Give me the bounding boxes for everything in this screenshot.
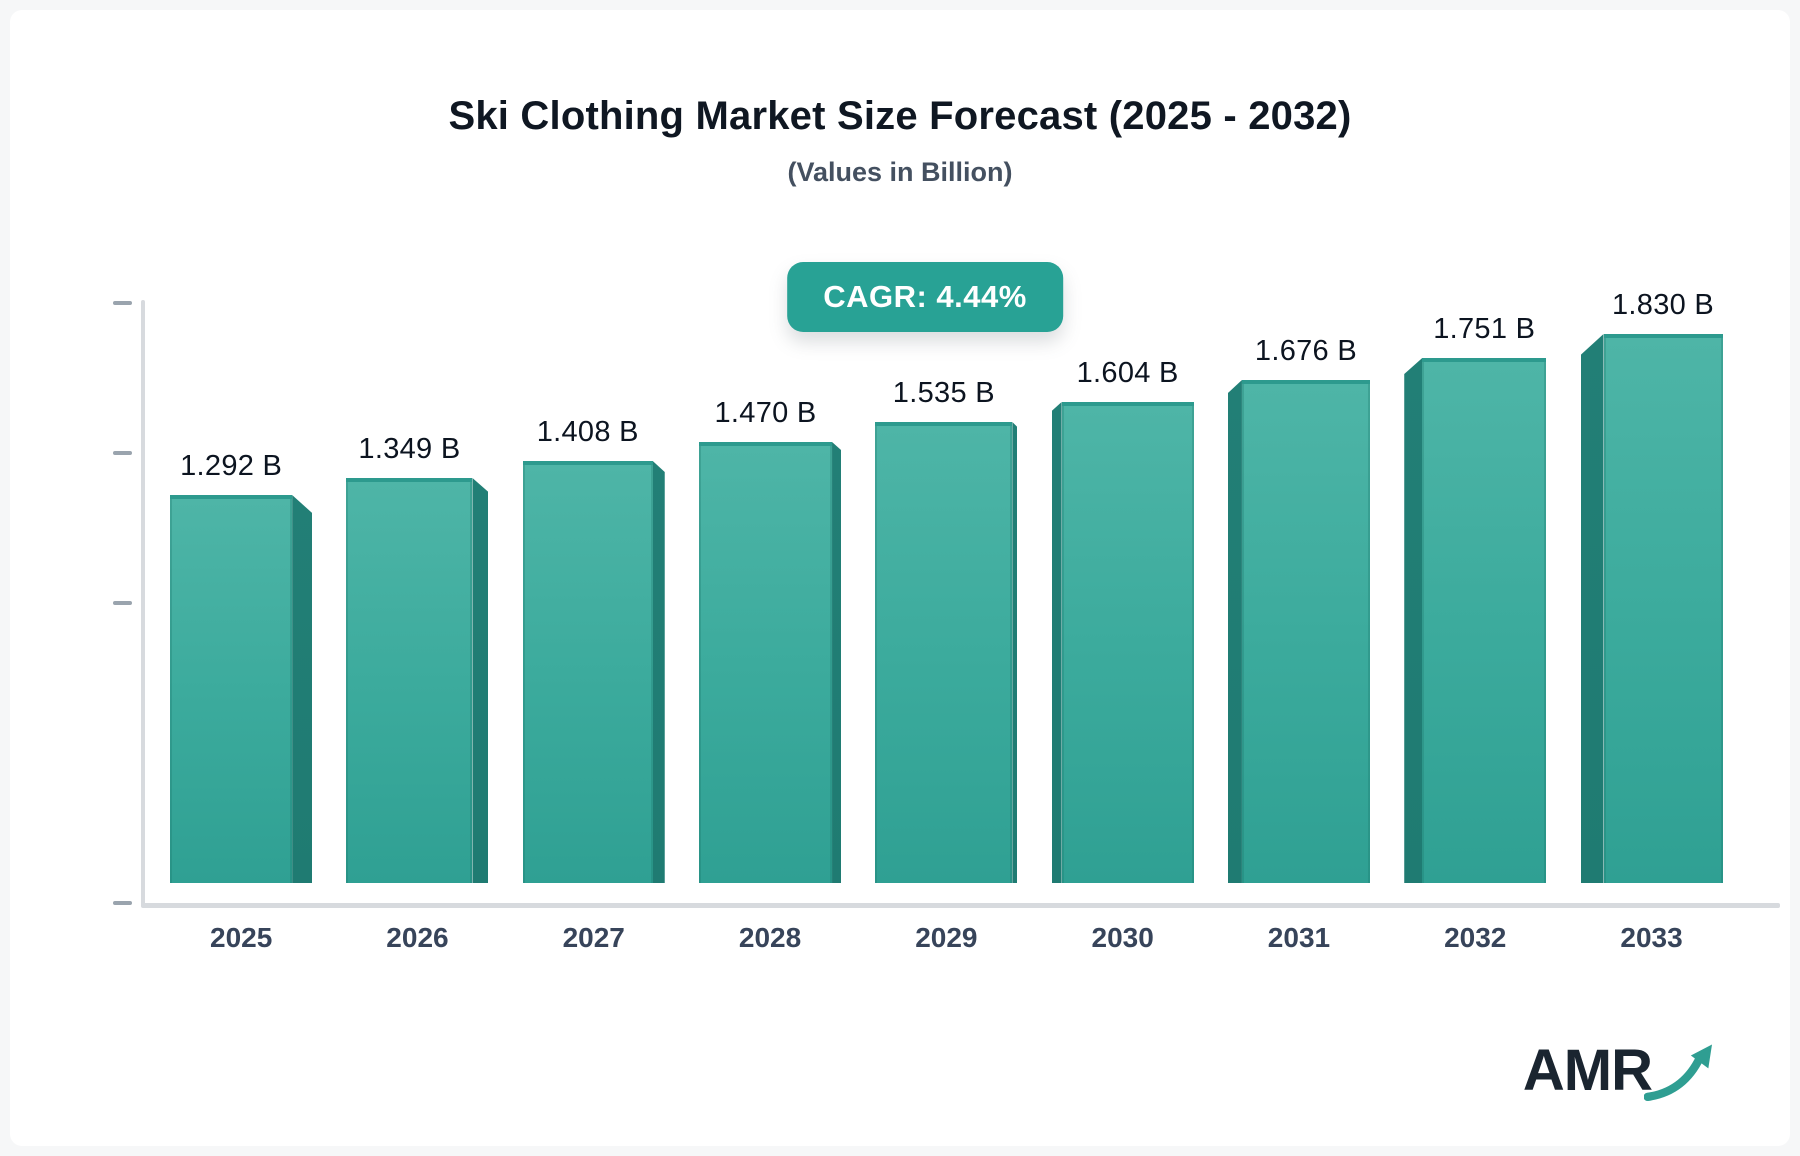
bar-2025 bbox=[170, 495, 313, 883]
bar-2031 bbox=[1227, 380, 1370, 883]
y-tick-mark bbox=[113, 901, 132, 905]
bar-side-face bbox=[1051, 402, 1062, 883]
bar-2029 bbox=[875, 422, 1018, 883]
x-axis-label-2031: 2031 bbox=[1267, 922, 1331, 953]
bar-side-face bbox=[1227, 380, 1242, 883]
bar-value-label-2031: 1.676 B bbox=[1254, 335, 1357, 367]
x-axis-label-2029: 2029 bbox=[915, 922, 978, 953]
bar-face bbox=[1422, 358, 1547, 883]
bar-value-label-2029: 1.535 B bbox=[892, 377, 995, 409]
bar-2030 bbox=[1051, 402, 1194, 883]
bar-2026 bbox=[346, 478, 489, 883]
bar-face bbox=[1061, 402, 1194, 883]
bar-side-face bbox=[1404, 358, 1423, 883]
x-axis-label-2028: 2028 bbox=[738, 922, 802, 953]
x-axis-label-2027: 2027 bbox=[562, 922, 625, 953]
chart-subtitle: (Values in Billion) bbox=[787, 157, 1013, 187]
bar-side-face bbox=[1012, 422, 1018, 883]
amr-logo: AMR bbox=[1523, 1036, 1712, 1104]
x-axis-label-2025: 2025 bbox=[210, 922, 273, 953]
bar-2032 bbox=[1404, 358, 1547, 883]
y-axis-line bbox=[141, 300, 145, 907]
bar-side-face bbox=[1580, 334, 1604, 883]
bar-side-face bbox=[832, 442, 842, 883]
amr-logo-text: AMR bbox=[1522, 1037, 1653, 1103]
bar-face bbox=[1603, 334, 1723, 883]
y-tick-mark bbox=[113, 601, 132, 605]
chart-card: Ski Clothing Market Size Forecast (2025 … bbox=[10, 10, 1790, 1146]
x-axis-label-2030: 2030 bbox=[1091, 922, 1154, 953]
bar-face bbox=[1241, 380, 1370, 883]
bar-side-face bbox=[472, 478, 489, 883]
bar-value-label-2025: 1.292 B bbox=[180, 450, 283, 482]
chart-title: Ski Clothing Market Size Forecast (2025 … bbox=[448, 94, 1352, 138]
bar-value-label-2027: 1.408 B bbox=[536, 416, 639, 448]
bar-face bbox=[170, 495, 293, 883]
x-axis-line bbox=[141, 903, 1780, 908]
cagr-badge-label: CAGR: 4.44% bbox=[823, 279, 1027, 314]
bar-value-label-2030: 1.604 B bbox=[1076, 357, 1179, 389]
cagr-badge: CAGR: 4.44% bbox=[787, 262, 1063, 332]
chart-header: Ski Clothing Market Size Forecast (2025 … bbox=[10, 10, 1790, 188]
bar-face bbox=[346, 478, 473, 883]
bar-side-face bbox=[292, 495, 313, 883]
y-tick-mark bbox=[113, 451, 132, 455]
bar-value-label-2033: 1.830 B bbox=[1612, 289, 1715, 321]
y-tick-mark bbox=[113, 301, 132, 305]
x-axis-label-2032: 2032 bbox=[1444, 922, 1507, 953]
x-axis-label-2026: 2026 bbox=[386, 922, 449, 953]
bar-2033 bbox=[1580, 334, 1723, 883]
bar-2027 bbox=[522, 461, 665, 883]
bar-value-label-2026: 1.349 B bbox=[358, 433, 461, 465]
plot-area: 2.0B1.5B1.0B500.0M0 1.292 B1.349 B1.408 … bbox=[10, 10, 1790, 1146]
bar-value-label-2032: 1.751 B bbox=[1433, 313, 1536, 345]
bar-face bbox=[875, 422, 1013, 883]
bar-face bbox=[522, 461, 653, 883]
growth-arrow-icon bbox=[1644, 1044, 1712, 1102]
x-axis-label-2033: 2033 bbox=[1620, 922, 1683, 953]
bar-face bbox=[699, 442, 833, 883]
bar-side-face bbox=[652, 461, 665, 883]
bar-value-label-2028: 1.470 B bbox=[714, 397, 817, 429]
bar-2028 bbox=[699, 442, 842, 883]
